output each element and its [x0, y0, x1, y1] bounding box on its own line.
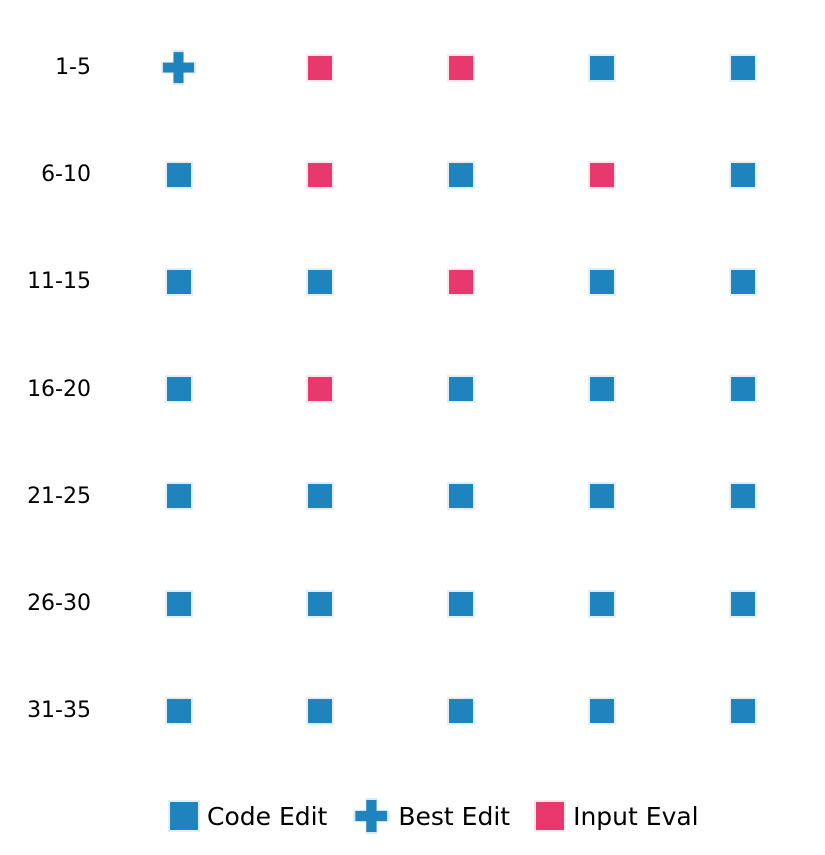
grid-marker	[730, 162, 755, 187]
grid-cell	[672, 14, 813, 121]
grid-marker	[730, 698, 755, 723]
grid-marker	[730, 55, 755, 80]
grid-cell	[672, 121, 813, 228]
grid-cell	[249, 121, 390, 228]
y-tick-label: 31-35	[27, 698, 91, 724]
y-tick-label: 6-10	[41, 162, 91, 188]
grid-marker	[448, 377, 473, 402]
grid-marker	[307, 484, 332, 509]
grid-cell	[531, 443, 672, 550]
best-edit-plus-icon	[353, 798, 390, 834]
grid-marker	[448, 269, 473, 294]
grid-marker	[307, 162, 332, 187]
grid-marker	[448, 55, 473, 80]
legend-label: Code Edit	[207, 801, 328, 831]
grid-cell	[531, 336, 672, 443]
plot-area: 1-5 6-10 11-15 16-20 21-25	[0, 0, 825, 764]
grid-marker	[166, 698, 191, 723]
grid-cell	[390, 550, 531, 657]
grid-cell	[672, 336, 813, 443]
grid-cell	[531, 550, 672, 657]
legend-item-best-edit: Best Edit	[353, 798, 510, 834]
grid-marker	[448, 162, 473, 187]
grid-marker	[307, 698, 332, 723]
grid-cell	[672, 657, 813, 764]
grid-cell	[531, 657, 672, 764]
grid-marker	[589, 591, 614, 616]
grid-marker	[589, 698, 614, 723]
grid-cell	[672, 550, 813, 657]
legend-label: Input Eval	[573, 801, 699, 831]
grid-cell	[672, 228, 813, 335]
grid-cell	[672, 443, 813, 550]
y-tick-label: 21-25	[27, 483, 91, 509]
grid-marker	[166, 484, 191, 509]
input-eval-square-icon	[536, 802, 565, 830]
grid-marker	[307, 591, 332, 616]
legend-label: Best Edit	[398, 801, 511, 831]
y-tick-label: 11-15	[27, 269, 91, 295]
grid-cell	[249, 550, 390, 657]
grid-marker	[730, 269, 755, 294]
legend: Code Edit Best Edit Input Eval	[170, 795, 699, 837]
grid-marker	[589, 377, 614, 402]
y-tick-label: 1-5	[55, 55, 91, 81]
grid-marker	[166, 162, 191, 187]
grid-cell	[108, 228, 249, 335]
grid-cell	[390, 121, 531, 228]
grid-marker	[730, 377, 755, 402]
grid-cell	[390, 443, 531, 550]
grid-cell	[108, 121, 249, 228]
legend-item-code-edit: Code Edit	[170, 802, 327, 831]
grid-marker	[307, 377, 332, 402]
grid-cell	[531, 121, 672, 228]
grid-marker	[307, 55, 332, 80]
grid-cell	[531, 228, 672, 335]
grid-marker	[730, 591, 755, 616]
grid-cell	[249, 336, 390, 443]
grid-marker	[448, 484, 473, 509]
grid-cell	[249, 443, 390, 550]
grid-cell	[249, 657, 390, 764]
grid-cell	[108, 657, 249, 764]
grid-cell	[531, 14, 672, 121]
grid-marker	[589, 269, 614, 294]
grid-marker	[730, 484, 755, 509]
legend-item-input-eval: Input Eval	[536, 802, 699, 831]
grid-cell	[390, 657, 531, 764]
grid-marker	[589, 55, 614, 80]
grid-cell	[390, 336, 531, 443]
grid-cell	[108, 336, 249, 443]
grid-marker	[307, 269, 332, 294]
grid-cell	[108, 443, 249, 550]
code-edit-square-icon	[170, 802, 198, 830]
grid-cell	[249, 14, 390, 121]
grid-cell	[390, 14, 531, 121]
grid-marker	[166, 591, 191, 616]
y-tick-label: 26-30	[27, 591, 91, 617]
grid-cell	[390, 228, 531, 335]
grid-marker	[448, 698, 473, 723]
grid-marker	[166, 377, 191, 402]
grid-cell	[249, 228, 390, 335]
grid-marker	[448, 591, 473, 616]
grid-cell	[108, 14, 249, 121]
grid-marker	[589, 484, 614, 509]
grid-marker	[161, 50, 196, 86]
grid-marker	[589, 162, 614, 187]
y-tick-label: 16-20	[27, 376, 91, 402]
grid-cell	[108, 550, 249, 657]
grid-marker	[166, 269, 191, 294]
